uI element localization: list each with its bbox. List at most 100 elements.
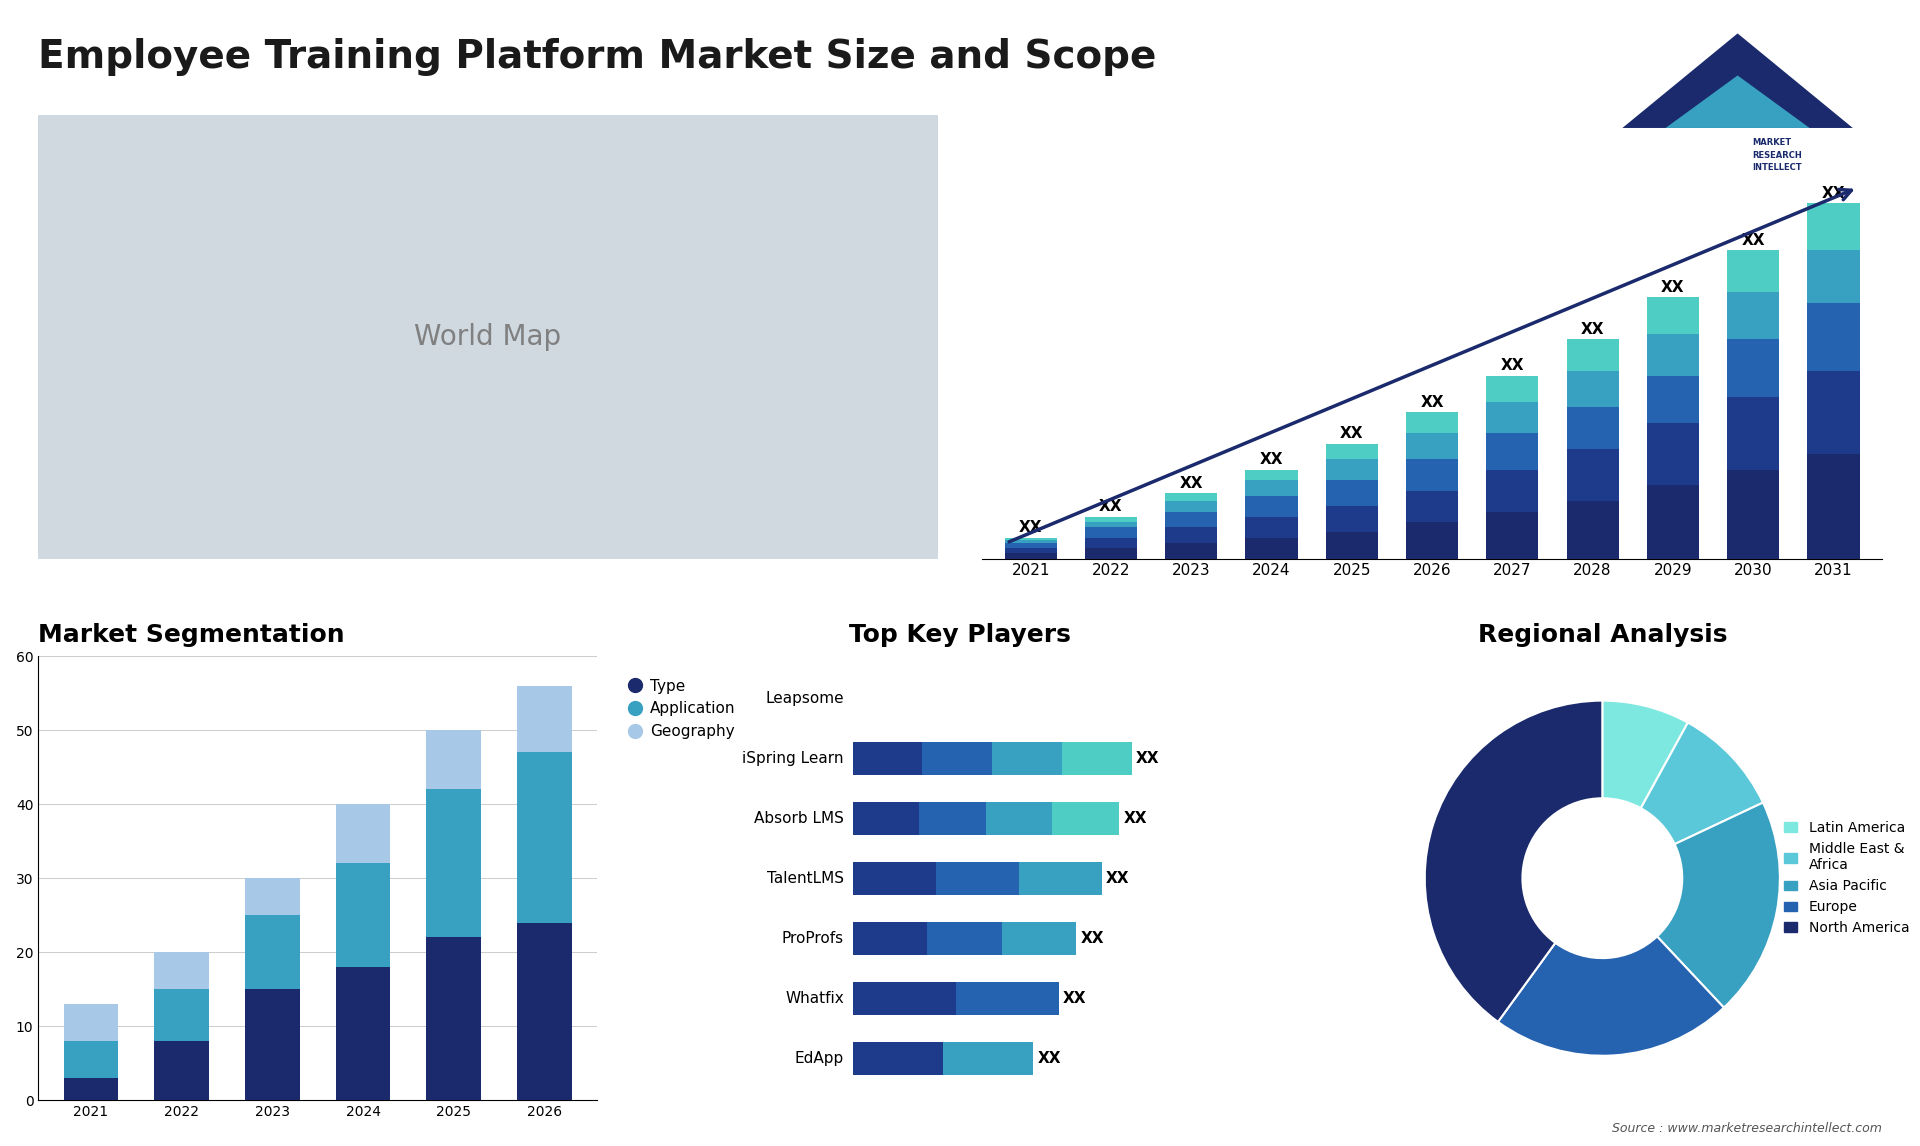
Bar [935, 862, 1020, 895]
Text: XX: XX [1064, 990, 1087, 1006]
Text: ProProfs: ProProfs [781, 931, 845, 945]
Bar [246, 916, 300, 989]
Bar [516, 685, 572, 753]
Bar [63, 1004, 119, 1041]
Bar [927, 921, 1002, 955]
Bar [1246, 470, 1298, 480]
Bar [1405, 413, 1457, 433]
Wedge shape [1498, 936, 1724, 1055]
Bar [1165, 501, 1217, 511]
Polygon shape [1665, 76, 1809, 128]
Text: Market Segmentation: Market Segmentation [38, 623, 346, 647]
Legend: Latin America, Middle East &
Africa, Asia Pacific, Europe, North America: Latin America, Middle East & Africa, Asi… [1778, 816, 1914, 941]
Title: Regional Analysis: Regional Analysis [1478, 623, 1728, 647]
Text: Employee Training Platform Market Size and Scope: Employee Training Platform Market Size a… [38, 38, 1156, 77]
Text: Whatfix: Whatfix [785, 990, 845, 1006]
Bar [1486, 402, 1538, 433]
Bar [154, 989, 209, 1041]
Bar [1567, 501, 1619, 558]
Bar [154, 1041, 209, 1100]
Bar [1567, 449, 1619, 501]
Bar [336, 967, 390, 1100]
Bar [1647, 423, 1699, 486]
Title: Top Key Players: Top Key Players [849, 623, 1071, 647]
Bar [1405, 521, 1457, 558]
Text: XX: XX [1580, 322, 1605, 337]
Bar [920, 802, 985, 834]
Bar [426, 730, 480, 790]
Bar [1165, 511, 1217, 527]
Bar [1004, 548, 1056, 554]
Bar [1004, 537, 1056, 540]
Bar [246, 878, 300, 916]
Bar [1165, 493, 1217, 501]
Bar [1004, 554, 1056, 558]
Bar [1486, 433, 1538, 470]
Text: XX: XX [1037, 1051, 1062, 1066]
Bar [1486, 470, 1538, 511]
Bar [1020, 862, 1102, 895]
Text: Absorb LMS: Absorb LMS [755, 810, 845, 826]
Text: XX: XX [1661, 280, 1684, 295]
Text: EdApp: EdApp [795, 1051, 845, 1066]
Text: XX: XX [1741, 233, 1764, 248]
Bar [1728, 250, 1780, 292]
Bar [1062, 741, 1133, 775]
Bar [1647, 486, 1699, 558]
Bar [1325, 444, 1379, 460]
Text: World Map: World Map [415, 322, 561, 351]
Bar [1807, 370, 1860, 454]
Bar [1486, 511, 1538, 558]
Bar [1647, 333, 1699, 376]
Bar [1647, 298, 1699, 333]
Circle shape [1523, 799, 1682, 958]
Bar [1085, 537, 1137, 548]
Bar [1085, 548, 1137, 558]
Text: XX: XX [1822, 186, 1845, 201]
Bar [1567, 407, 1619, 449]
Text: TalentLMS: TalentLMS [766, 871, 845, 886]
Polygon shape [1622, 33, 1853, 128]
Bar [1567, 370, 1619, 407]
Bar [1052, 802, 1119, 834]
Bar [1807, 250, 1860, 303]
Bar [63, 1041, 119, 1078]
Bar [1728, 397, 1780, 470]
Bar [426, 790, 480, 937]
Bar [1325, 533, 1379, 558]
Bar [246, 989, 300, 1100]
Bar [336, 863, 390, 967]
Bar [426, 937, 480, 1100]
Bar [1165, 543, 1217, 558]
Bar [993, 741, 1062, 775]
Bar [922, 741, 993, 775]
Bar [1004, 540, 1056, 543]
Bar [336, 804, 390, 863]
Bar [1405, 490, 1457, 521]
Text: XX: XX [1081, 931, 1104, 945]
Bar [1647, 376, 1699, 423]
Text: XX: XX [1123, 810, 1146, 826]
Text: XX: XX [1260, 453, 1283, 468]
Bar [1246, 537, 1298, 558]
Wedge shape [1642, 723, 1763, 845]
Bar [1728, 292, 1780, 339]
Bar [1325, 480, 1379, 507]
Text: XX: XX [1137, 751, 1160, 766]
Text: Source : www.marketresearchintellect.com: Source : www.marketresearchintellect.com [1611, 1122, 1882, 1135]
Bar [852, 802, 920, 834]
Text: XX: XX [1020, 520, 1043, 535]
Bar [943, 1042, 1033, 1075]
Wedge shape [1425, 700, 1603, 1022]
Text: XX: XX [1421, 394, 1444, 409]
Bar [63, 1078, 119, 1100]
Bar [1002, 921, 1075, 955]
Bar [1325, 507, 1379, 533]
Bar [956, 982, 1058, 1014]
Text: XX: XX [1098, 500, 1123, 515]
Text: XX: XX [1106, 871, 1129, 886]
Bar [852, 862, 935, 895]
Bar [1165, 527, 1217, 543]
Bar [154, 952, 209, 989]
Bar [1807, 454, 1860, 558]
